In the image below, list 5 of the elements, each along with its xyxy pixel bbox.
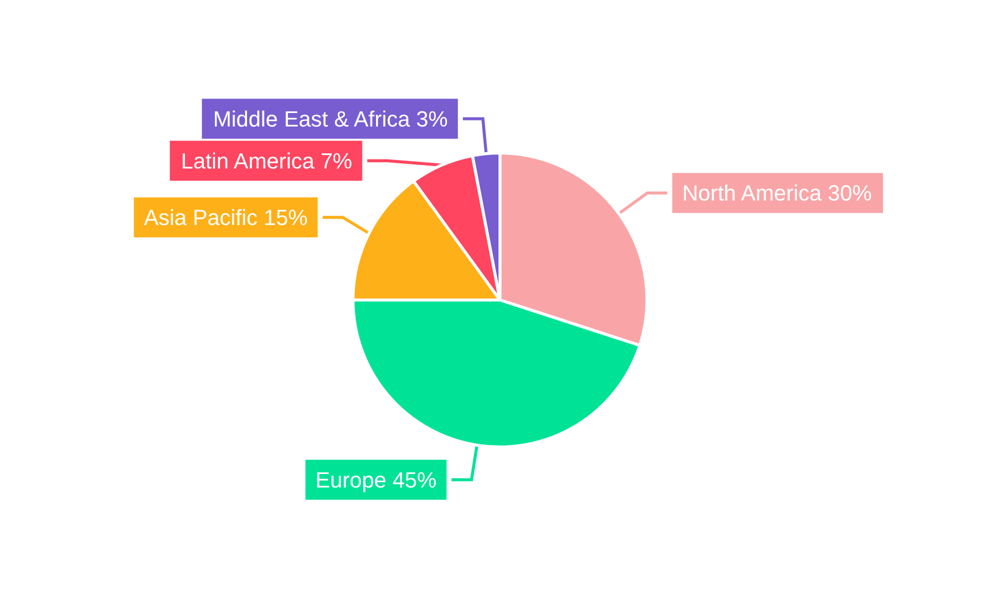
slice-label: Europe 45%: [315, 467, 437, 492]
slice-label: Asia Pacific 15%: [144, 204, 308, 230]
slice-label: Middle East & Africa 3%: [213, 106, 448, 132]
slice-label: North America 30%: [682, 180, 872, 206]
slice-label: Latin America 7%: [181, 148, 352, 174]
